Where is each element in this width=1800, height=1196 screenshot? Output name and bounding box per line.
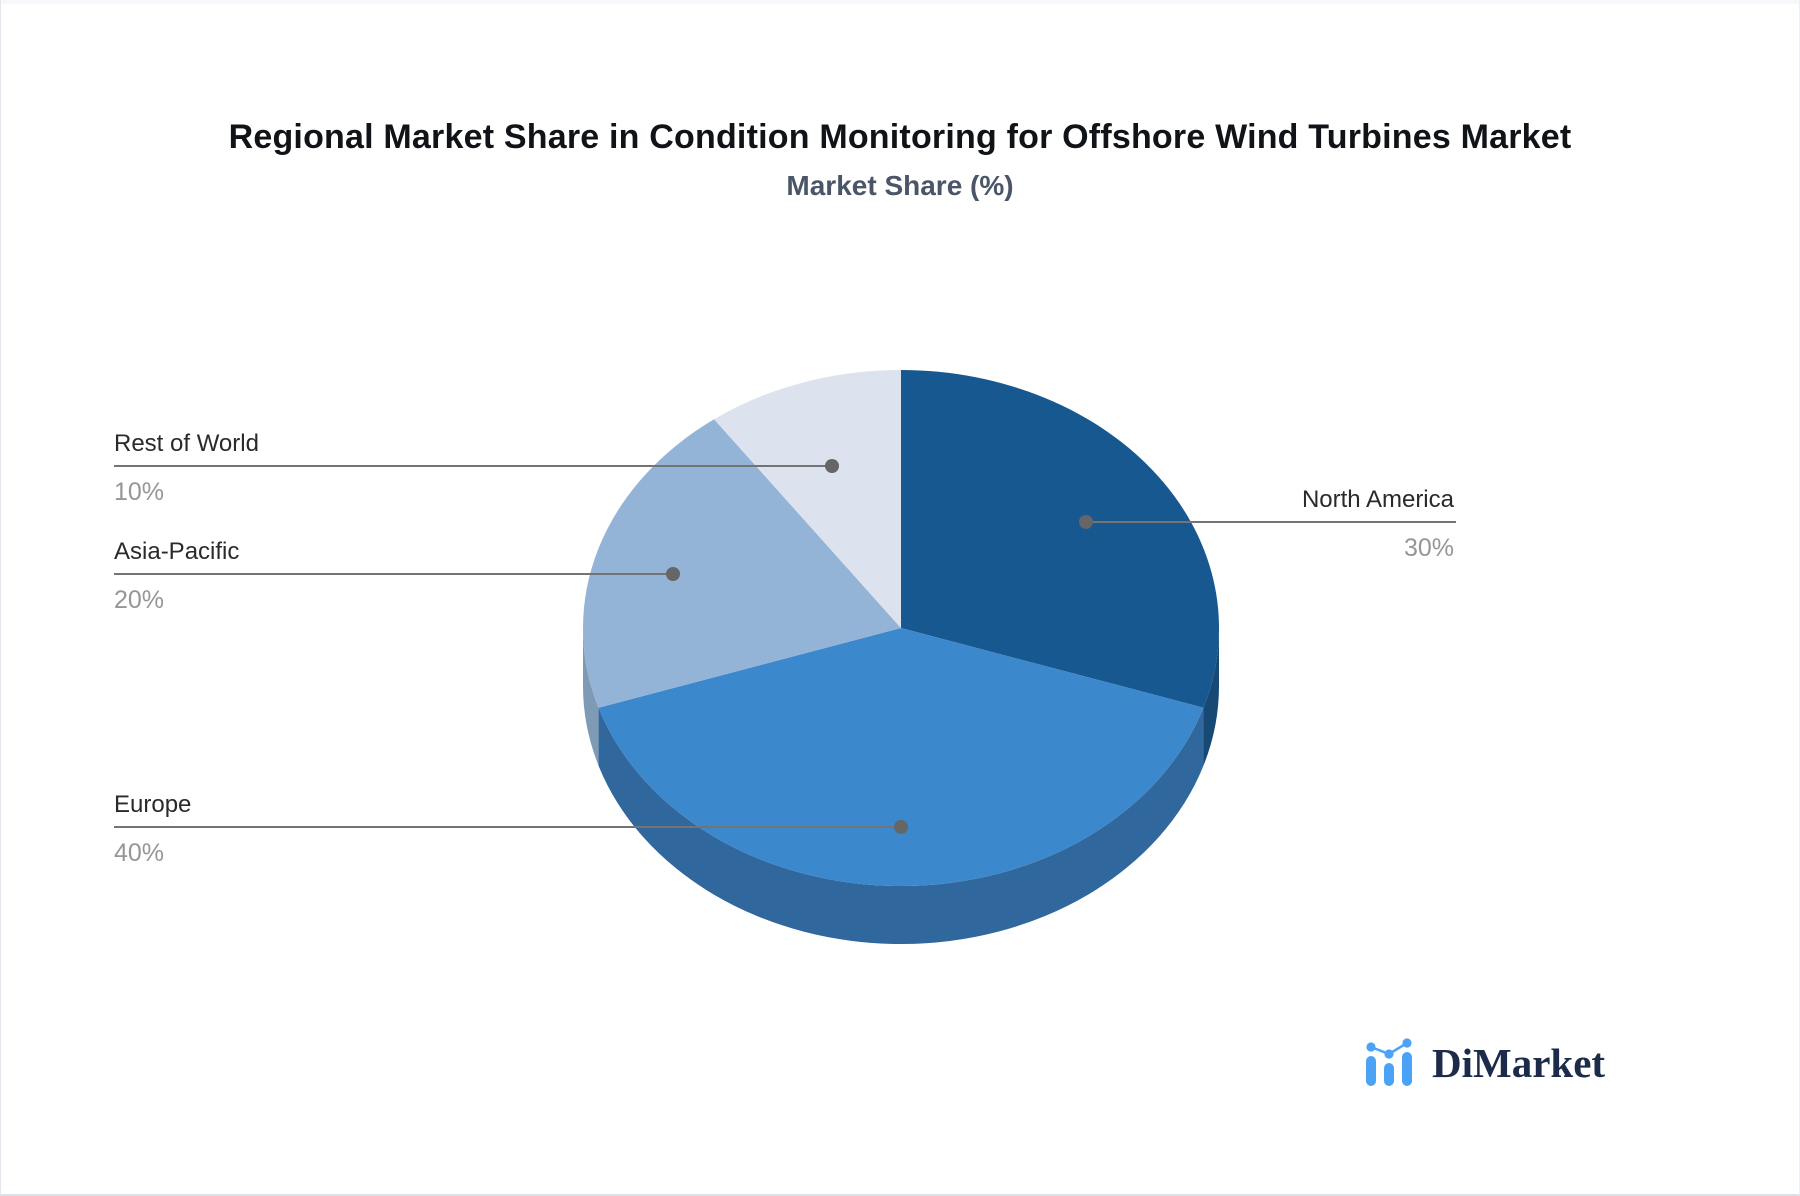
slice-value-rest-of-world: 10% <box>114 478 165 506</box>
slice-value-north-america: 30% <box>1403 534 1454 562</box>
slice-label-asia-pacific: Asia-Pacific <box>114 538 240 565</box>
pie-slice-north-america[interactable] <box>901 369 1219 708</box>
callout-dot-north-america <box>1079 515 1093 529</box>
slice-label-north-america: North America <box>1301 486 1454 513</box>
pie-slice-rest-of-world[interactable] <box>714 370 901 628</box>
pie-slice-asia-pacific[interactable] <box>583 419 901 708</box>
pie-slice-side-north-america <box>1203 628 1219 766</box>
slice-label-rest-of-world: Rest of World <box>114 430 259 457</box>
callout-dot-rest-of-world <box>825 459 839 473</box>
slice-value-asia-pacific: 20% <box>114 586 165 614</box>
slice-value-europe: 40% <box>114 839 165 867</box>
bar-chart-icon <box>1366 1038 1412 1086</box>
callout-dot-europe <box>894 820 908 834</box>
pie-slice-europe[interactable] <box>598 628 1204 886</box>
dimarket-logo: DiMarket <box>1363 1038 1605 1086</box>
pie-slice-side-europe <box>598 707 1204 944</box>
dimarket-logo-text: DiMarket <box>1432 1040 1606 1086</box>
pie-slice-side-asia-pacific <box>583 628 599 766</box>
slice-label-europe: Europe <box>114 791 192 818</box>
chart-title: Regional Market Share in Condition Monit… <box>228 118 1572 156</box>
callout-dot-asia-pacific <box>666 567 680 581</box>
chart-subtitle: Market Share (%) <box>786 170 1014 201</box>
